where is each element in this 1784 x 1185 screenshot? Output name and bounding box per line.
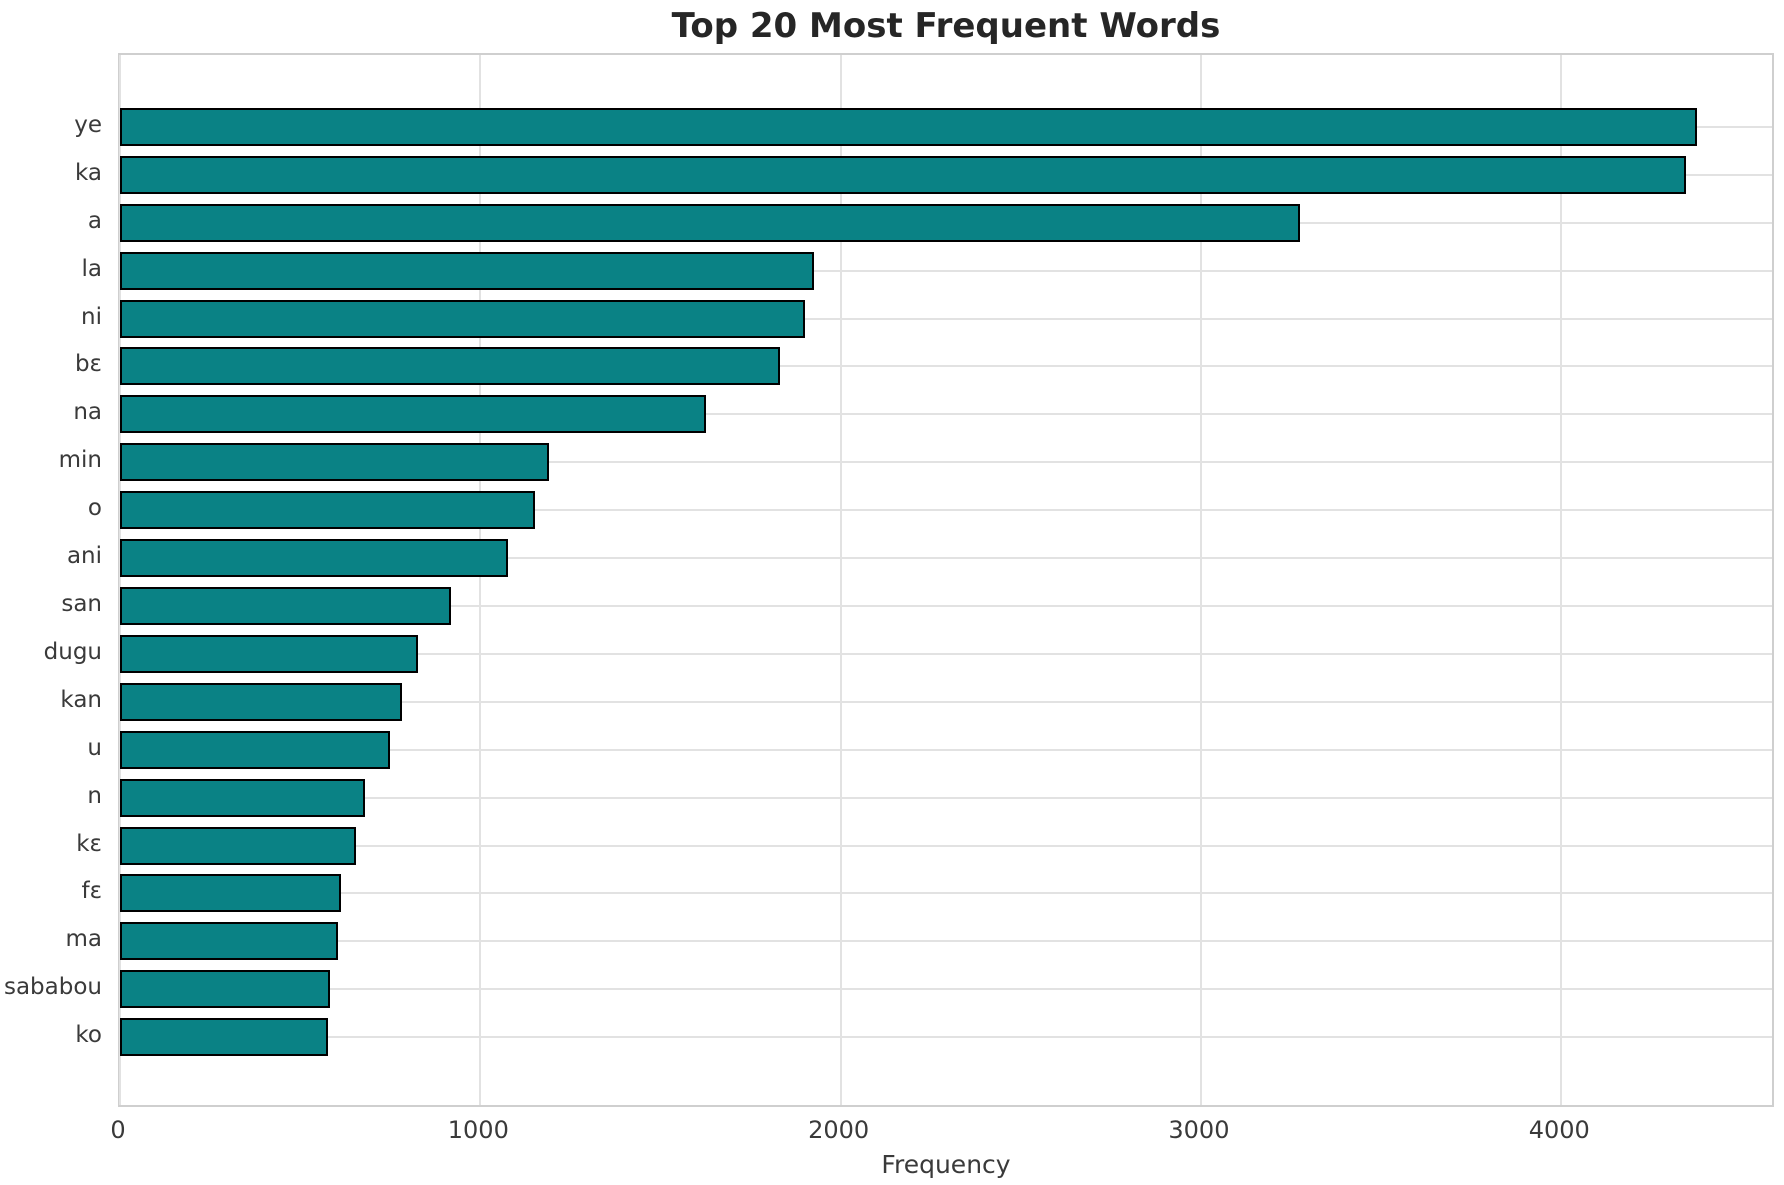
y-tick-label-kan: kan xyxy=(60,686,102,713)
y-tick-label-o: o xyxy=(87,495,102,522)
y-tick-label-bɛ: bɛ xyxy=(74,351,102,378)
bar-ni xyxy=(120,299,805,338)
bar-ka xyxy=(120,155,1686,194)
bar-dugu xyxy=(120,634,418,673)
x-tick-label-4000: 4000 xyxy=(1528,1116,1590,1144)
x-gridline xyxy=(119,55,121,1105)
y-tick-label-n: n xyxy=(87,782,102,809)
y-tick-label-ani: ani xyxy=(66,543,102,570)
bar-ko xyxy=(120,1018,328,1057)
y-gridline xyxy=(120,557,1772,560)
x-axis-title: Frequency xyxy=(881,1150,1011,1179)
plot-area xyxy=(118,53,1774,1107)
y-tick-label-fɛ: fɛ xyxy=(81,878,102,905)
x-gridline xyxy=(1199,55,1202,1105)
bar-ma xyxy=(120,922,339,961)
y-gridline xyxy=(120,509,1772,512)
y-tick-label-min: min xyxy=(58,447,102,474)
x-gridline xyxy=(1560,55,1563,1105)
y-tick-label-ka: ka xyxy=(74,159,102,186)
y-gridline xyxy=(120,461,1772,464)
y-gridline xyxy=(120,317,1772,320)
y-tick-label-ma: ma xyxy=(65,926,103,953)
y-tick-label-u: u xyxy=(87,734,102,761)
y-tick-label-sababou: sababou xyxy=(3,974,102,1001)
y-gridline xyxy=(120,269,1772,272)
chart-title: Top 20 Most Frequent Words xyxy=(671,6,1221,46)
bar-ye xyxy=(120,107,1698,146)
x-gridline xyxy=(839,55,842,1105)
x-tick-label-1000: 1000 xyxy=(447,1116,509,1144)
y-tick-label-a: a xyxy=(87,207,102,234)
y-gridline xyxy=(120,796,1772,799)
y-tick-label-na: na xyxy=(73,399,102,426)
y-gridline xyxy=(120,652,1772,655)
y-gridline xyxy=(120,748,1772,751)
bar-a xyxy=(120,203,1301,242)
y-gridline xyxy=(120,365,1772,368)
x-gridline xyxy=(479,55,482,1105)
y-gridline xyxy=(120,413,1772,416)
y-gridline xyxy=(120,940,1772,943)
bar-o xyxy=(120,491,536,530)
bar-kan xyxy=(120,682,403,721)
y-gridline xyxy=(120,1036,1772,1039)
bar-n xyxy=(120,778,366,817)
y-gridline xyxy=(120,700,1772,703)
bar-min xyxy=(120,443,550,482)
y-tick-label-ye: ye xyxy=(74,111,102,138)
y-tick-label-ko: ko xyxy=(75,1022,102,1049)
x-tick-label-2000: 2000 xyxy=(808,1116,870,1144)
bar-na xyxy=(120,395,706,434)
y-tick-label-la: la xyxy=(81,255,102,282)
bar-san xyxy=(120,586,452,625)
y-tick-label-kɛ: kɛ xyxy=(76,830,102,857)
bar-ani xyxy=(120,539,509,578)
y-gridline xyxy=(120,844,1772,847)
bar-u xyxy=(120,730,390,769)
y-gridline xyxy=(120,892,1772,895)
x-tick-label-3000: 3000 xyxy=(1168,1116,1230,1144)
y-tick-label-san: san xyxy=(61,590,102,617)
y-gridline xyxy=(120,604,1772,607)
bar-fɛ xyxy=(120,874,341,913)
bar-kɛ xyxy=(120,826,357,865)
y-tick-label-ni: ni xyxy=(81,303,102,330)
bar-la xyxy=(120,251,814,290)
x-tick-label-0: 0 xyxy=(110,1116,126,1144)
y-gridline xyxy=(120,988,1772,991)
y-tick-label-dugu: dugu xyxy=(43,638,102,665)
bar-bɛ xyxy=(120,347,781,386)
bar-sababou xyxy=(120,970,331,1009)
